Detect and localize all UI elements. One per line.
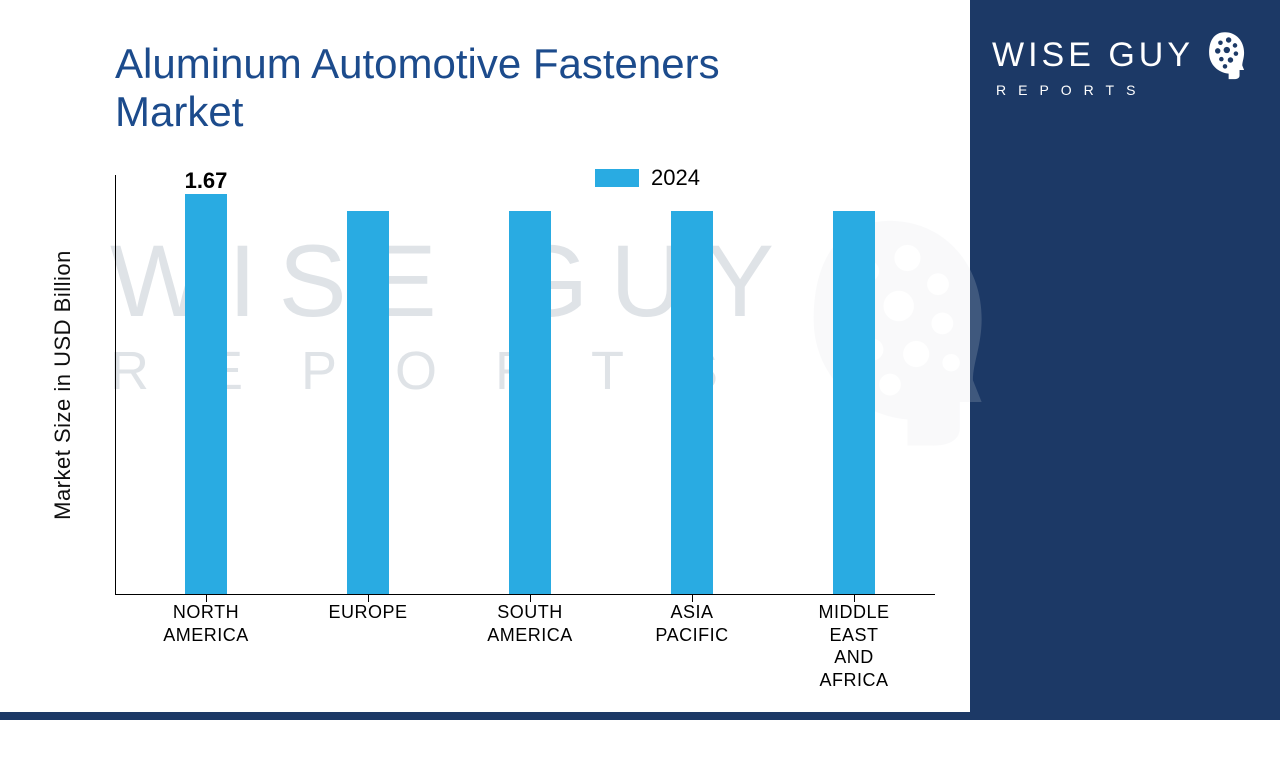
bar — [671, 211, 713, 594]
bar-value-label: 1.67 — [126, 168, 286, 194]
brand-logo: WISE GUY REPORTS — [990, 30, 1250, 98]
bar-slot — [288, 211, 448, 594]
bar-slot — [450, 211, 610, 594]
x-axis-label: SOUTHAMERICA — [450, 601, 610, 691]
chart-region: Market Size in USD Billion 2024 1.67 NOR… — [60, 165, 940, 695]
bars-container: 1.67 — [125, 175, 935, 594]
brand-sub: REPORTS — [990, 82, 1250, 98]
bar-slot: 1.67 — [126, 194, 286, 594]
x-axis-label: MIDDLEEASTANDAFRICA — [774, 601, 934, 691]
bottom-bar — [0, 712, 1280, 720]
plot-area: 1.67 — [115, 175, 935, 595]
bar-slot — [612, 211, 772, 594]
brand-head-icon — [1202, 30, 1248, 80]
bar-slot — [774, 211, 934, 594]
bar — [347, 211, 389, 594]
y-axis-line — [115, 175, 116, 595]
x-axis-label: ASIAPACIFIC — [612, 601, 772, 691]
x-axis-label: NORTHAMERICA — [126, 601, 286, 691]
bar — [833, 211, 875, 594]
x-axis-line — [115, 594, 935, 595]
right-band — [970, 0, 1280, 720]
x-labels-container: NORTHAMERICAEUROPESOUTHAMERICAASIAPACIFI… — [125, 601, 935, 691]
x-axis-label: EUROPE — [288, 601, 448, 691]
bar — [509, 211, 551, 594]
page-title: Aluminum Automotive Fasteners Market — [115, 40, 835, 137]
bar — [185, 194, 227, 594]
y-axis-label: Market Size in USD Billion — [50, 250, 76, 520]
brand-main: WISE GUY — [992, 38, 1194, 72]
